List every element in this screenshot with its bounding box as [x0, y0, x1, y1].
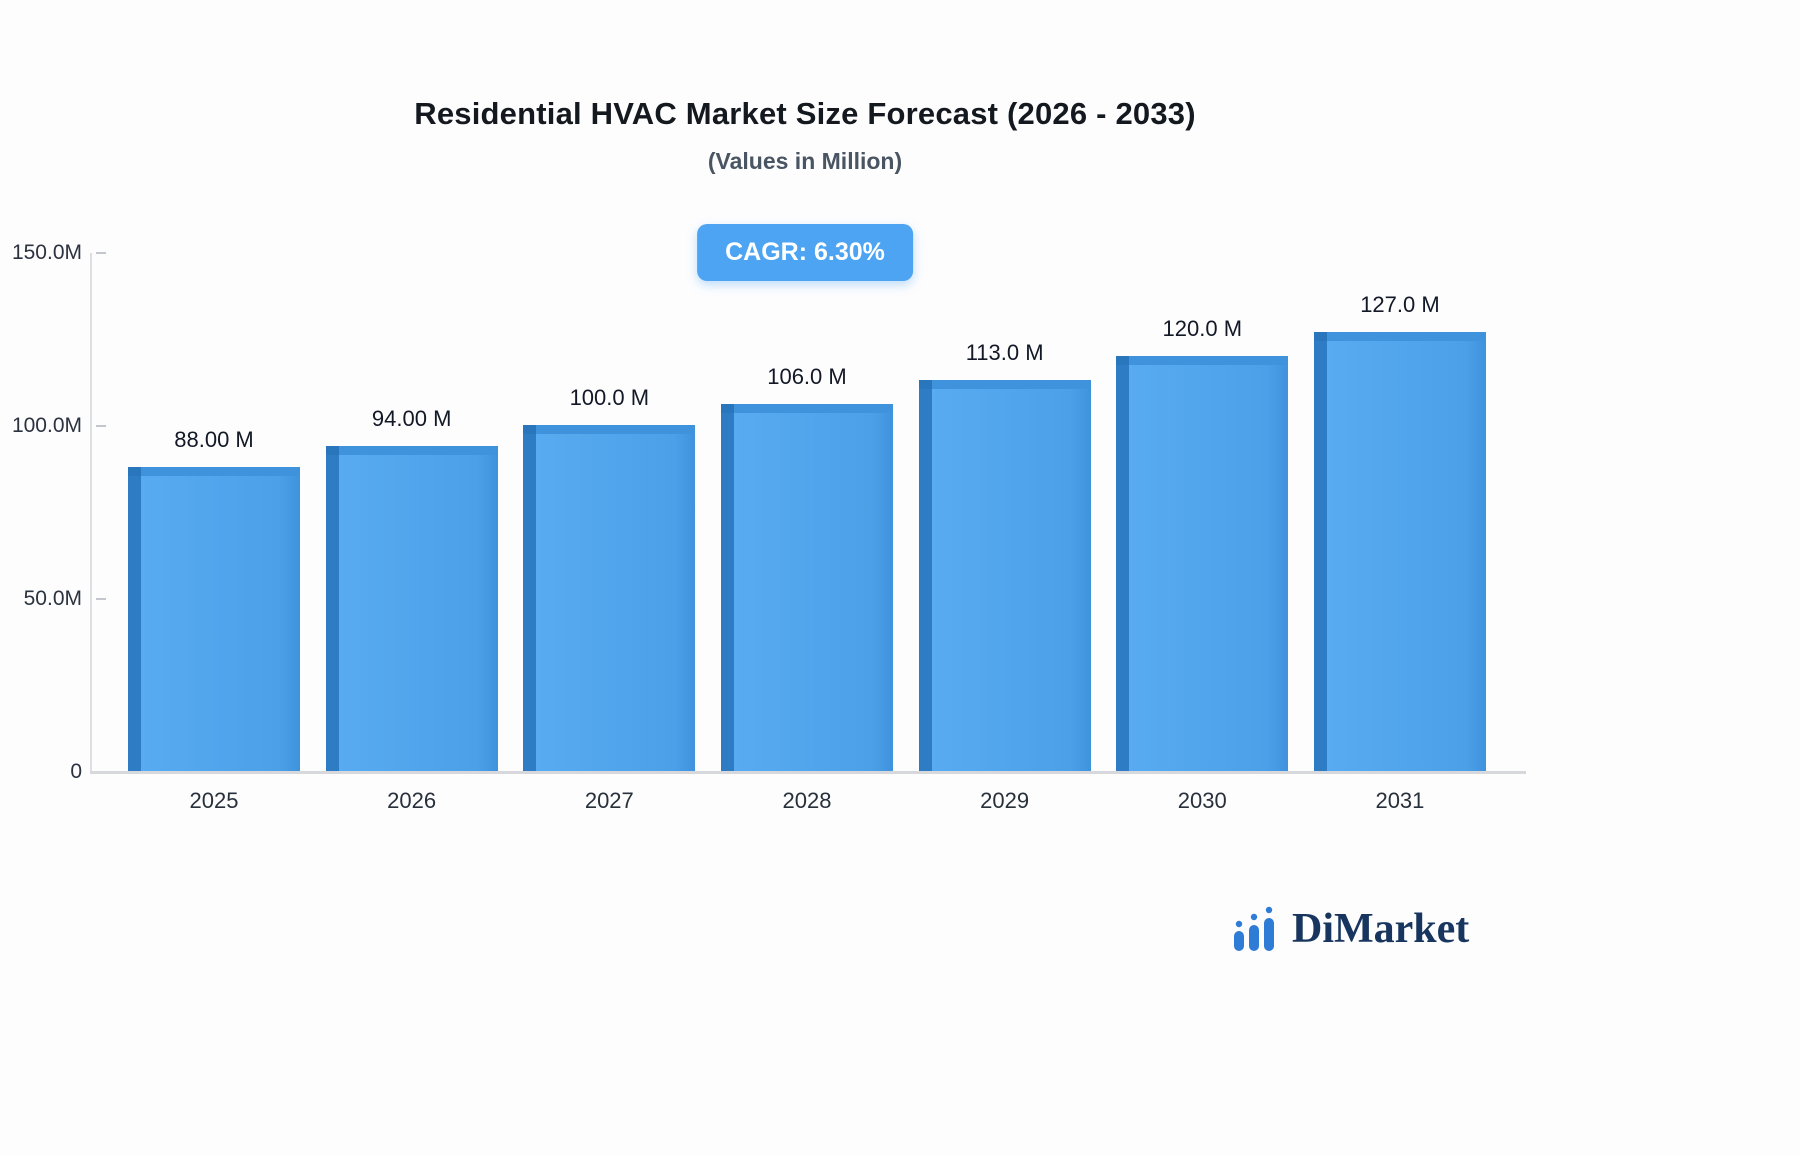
bar-cell: 94.00 M	[325, 406, 498, 771]
bar-value-label: 120.0 M	[1162, 316, 1243, 341]
y-tick-label: 0	[70, 760, 82, 783]
x-tick-label: 2028	[782, 788, 832, 813]
bar-cell: 88.00 M	[128, 427, 300, 771]
bar-cell: 100.0 M	[523, 385, 696, 771]
logo-text: DiMarket	[1292, 906, 1470, 952]
x-tick-label: 2030	[1177, 788, 1227, 813]
bar-value-label: 127.0 M	[1360, 292, 1440, 317]
y-tick-mark	[96, 425, 106, 427]
bar: 113.0 M	[918, 340, 1091, 771]
logo: DiMarket	[1230, 905, 1469, 953]
bar-value-label: 100.0 M	[569, 385, 650, 410]
cagr-badge: CAGR: 6.30%	[697, 224, 913, 281]
y-tick-mark	[96, 252, 106, 254]
bar-cell: 127.0 M	[1313, 292, 1486, 771]
bars-row: 88.00 M 94.00 M 100.0 M 106.0 M 113.0 M 120.0…	[92, 253, 1522, 771]
bar-value-label: 113.0 M	[965, 340, 1044, 365]
bar-cell: 120.0 M	[1116, 316, 1289, 771]
axis-line-x	[90, 771, 1526, 774]
bar: 100.0 M	[523, 385, 696, 771]
bar-cell: 106.0 M	[720, 364, 893, 771]
x-tick-label: 2031	[1375, 788, 1425, 813]
y-tick-label: 50.0M	[23, 587, 82, 610]
x-tick-label: 2027	[584, 788, 634, 813]
bar-cell: 113.0 M	[918, 340, 1091, 771]
y-tick-label: 100.0M	[11, 414, 82, 437]
bar-chart-icon	[1230, 905, 1280, 953]
x-tick-label: 2029	[980, 788, 1030, 813]
bar: 120.0 M	[1116, 316, 1289, 771]
chart-title: Residential HVAC Market Size Forecast (2…	[414, 96, 1196, 131]
chart-subtitle: (Values in Million)	[707, 148, 903, 174]
bar-value-label: 106.0 M	[767, 364, 847, 389]
bar: 106.0 M	[720, 364, 893, 771]
bar-value-label: 88.00 M	[174, 427, 254, 452]
bar: 127.0 M	[1313, 292, 1486, 771]
x-tick-label: 2026	[387, 788, 437, 813]
x-axis: 2025 2026 2027 2028 2029 2030 2031	[92, 788, 1522, 814]
bar-value-label: 94.00 M	[371, 406, 452, 431]
bar: 88.00 M	[128, 427, 300, 771]
y-tick-mark	[96, 598, 106, 600]
y-tick-label: 150.0M	[11, 241, 82, 264]
x-tick-label: 2025	[189, 788, 239, 813]
bar: 94.00 M	[325, 406, 498, 771]
axis-line-y	[90, 253, 92, 772]
plot-area: 88.00 M 94.00 M 100.0 M 106.0 M 113.0 M 120.0…	[90, 253, 1526, 813]
